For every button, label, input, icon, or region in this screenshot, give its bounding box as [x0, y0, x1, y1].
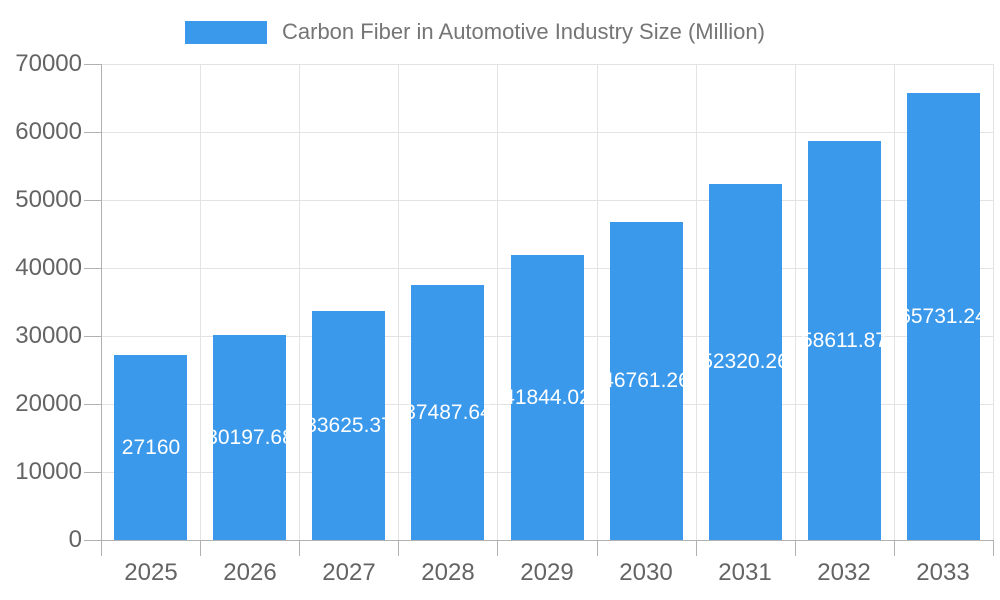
- y-axis-label: 10000: [15, 458, 82, 485]
- bar[interactable]: [709, 184, 782, 540]
- x-axis-label: 2033: [916, 559, 970, 586]
- legend-item[interactable]: Carbon Fiber in Automotive Industry Size…: [185, 19, 765, 45]
- x-axis-label: 2028: [421, 559, 475, 586]
- bar[interactable]: [907, 93, 980, 540]
- x-axis-label: 2026: [223, 559, 277, 586]
- bar-value-label: 52320.26: [701, 350, 789, 373]
- y-axis-label: 0: [68, 526, 82, 553]
- x-axis-tick: [497, 540, 498, 556]
- y-grid-line: [101, 132, 993, 133]
- x-axis-line: [101, 540, 993, 541]
- y-axis-label: 50000: [15, 186, 82, 213]
- y-axis-tick: [84, 404, 101, 405]
- x-axis-label: 2027: [322, 559, 376, 586]
- legend-swatch: [185, 20, 267, 44]
- x-axis-tick: [894, 540, 895, 556]
- x-axis-tick: [993, 540, 994, 556]
- bar-value-label: 37487.64: [404, 401, 492, 424]
- bar[interactable]: [808, 141, 881, 540]
- y-axis-tick: [84, 200, 101, 201]
- bar[interactable]: [511, 255, 584, 540]
- bar[interactable]: [213, 335, 286, 540]
- bar-value-label: 46761.26: [602, 369, 690, 392]
- y-axis-tick: [84, 64, 101, 65]
- x-axis-tick: [200, 540, 201, 556]
- x-axis-label: 2029: [520, 559, 574, 586]
- bar-value-label: 58611.87: [800, 329, 888, 352]
- bar[interactable]: [411, 285, 484, 540]
- bar[interactable]: [312, 311, 385, 540]
- legend-label: Carbon Fiber in Automotive Industry Size…: [282, 19, 765, 44]
- bar[interactable]: [610, 222, 683, 540]
- plot-area: 0 10000 20000 30000 40000 50000 60000 70000 2716…: [15, 50, 994, 586]
- plot-right-border: [993, 64, 994, 540]
- x-grid-line: [398, 64, 399, 540]
- bar[interactable]: [114, 355, 187, 540]
- x-axis-label: 2032: [817, 559, 871, 586]
- x-grid-line: [497, 64, 498, 540]
- bar-value-label: 33625.37: [305, 414, 393, 437]
- bar-value-label: 27160: [121, 436, 181, 459]
- y-axis-line: [101, 64, 102, 540]
- y-axis-label: 70000: [15, 50, 82, 77]
- y-axis-label: 30000: [15, 322, 82, 349]
- y-axis-label: 20000: [15, 390, 82, 417]
- x-axis-label: 2025: [124, 559, 178, 586]
- y-axis-tick: [84, 336, 101, 337]
- y-axis-label: 40000: [15, 254, 82, 281]
- bar-value-label: 30197.68: [206, 426, 294, 449]
- x-axis-tick: [597, 540, 598, 556]
- y-grid-line: [101, 64, 993, 65]
- x-axis-tick: [299, 540, 300, 556]
- y-axis-tick: [84, 472, 101, 473]
- x-axis-label: 2030: [619, 559, 673, 586]
- x-axis-tick: [696, 540, 697, 556]
- x-grid-line: [200, 64, 201, 540]
- y-axis-tick: [84, 540, 101, 541]
- x-grid-line: [696, 64, 697, 540]
- x-grid-line: [894, 64, 895, 540]
- y-axis-label: 60000: [15, 118, 82, 145]
- bar-value-label: 65731.24: [899, 305, 987, 328]
- x-grid-line: [299, 64, 300, 540]
- y-axis-tick: [84, 268, 101, 269]
- x-grid-line: [795, 64, 796, 540]
- x-axis-tick: [398, 540, 399, 556]
- x-grid-line: [597, 64, 598, 540]
- x-axis-tick: [795, 540, 796, 556]
- bar-value-label: 41844.02: [503, 386, 591, 409]
- y-grid-line: [101, 200, 993, 201]
- x-axis-tick: [101, 540, 102, 556]
- y-axis-tick: [84, 132, 101, 133]
- x-axis-label: 2031: [718, 559, 772, 586]
